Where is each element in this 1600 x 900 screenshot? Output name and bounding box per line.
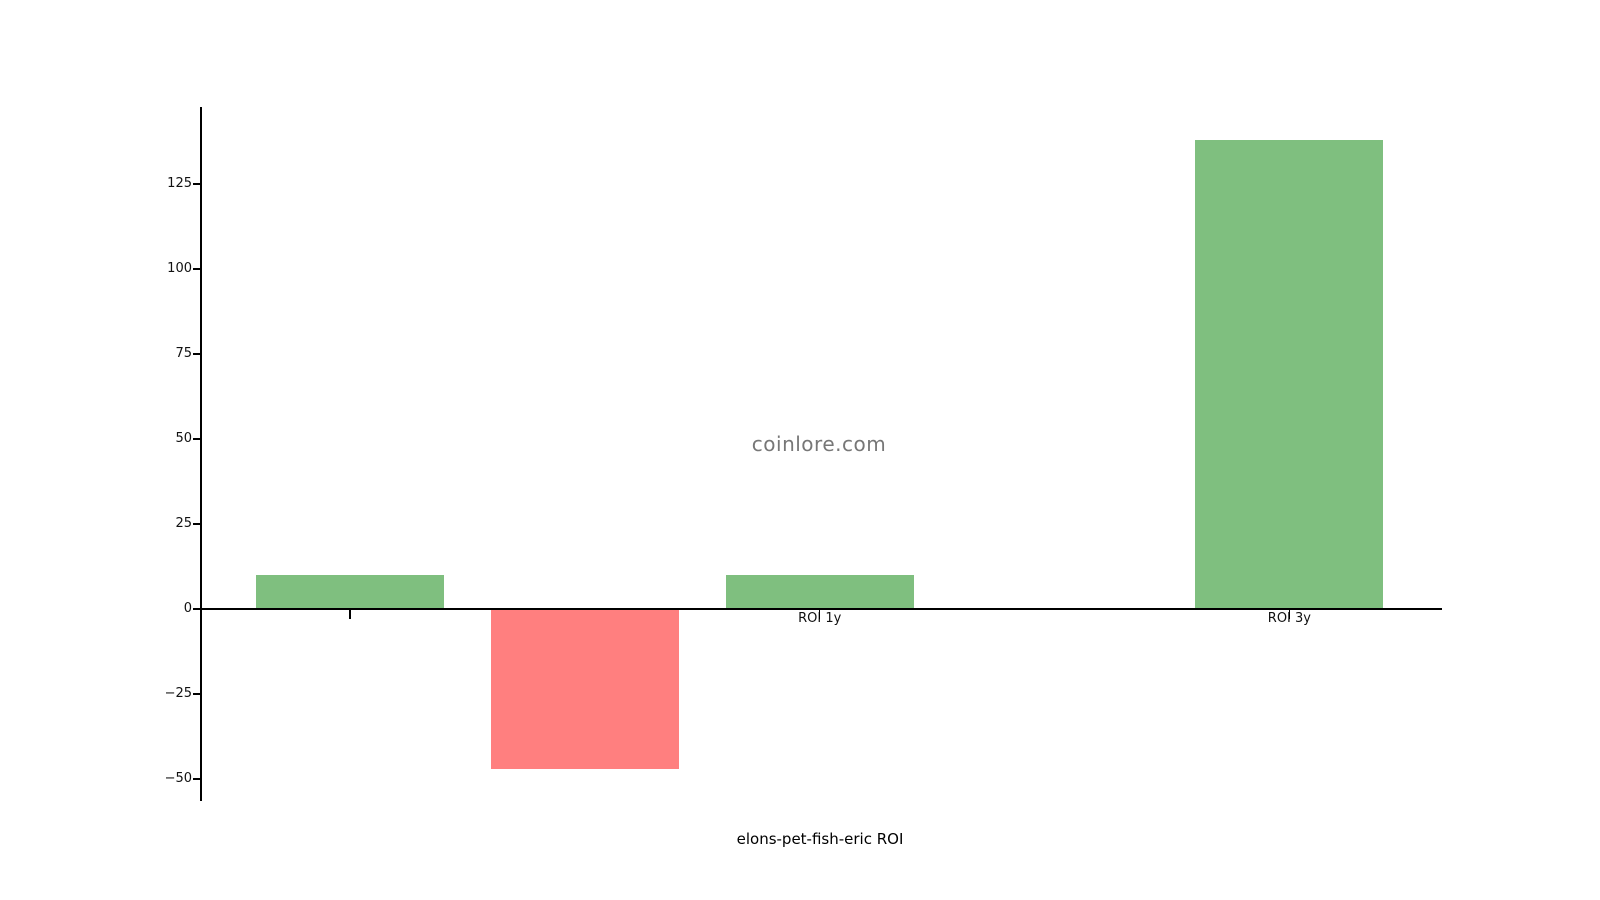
y-tick — [193, 523, 201, 525]
y-tick — [193, 268, 201, 270]
bar-roi-3y — [1195, 139, 1384, 609]
y-tick — [193, 183, 201, 185]
x-axis-line — [200, 608, 1442, 610]
y-tick — [193, 438, 201, 440]
y-tick — [193, 353, 201, 355]
y-tick-label: 50 — [175, 431, 192, 446]
y-tick-label: −50 — [164, 771, 192, 786]
bar-roi-1y — [725, 575, 914, 609]
y-tick-label: −25 — [164, 686, 192, 701]
y-tick-label: 75 — [175, 346, 192, 361]
y-tick-label: 0 — [183, 601, 192, 616]
y-tick-label: 25 — [175, 516, 192, 531]
y-tick — [193, 608, 201, 610]
bar-slot1 — [490, 609, 679, 769]
x-tick — [818, 609, 821, 619]
y-tick — [193, 778, 201, 780]
x-tick — [349, 609, 351, 619]
x-tick — [1288, 609, 1291, 619]
bar-slot0 — [256, 575, 444, 609]
y-tick-label: 100 — [167, 261, 192, 276]
watermark-text: coinlore.com — [751, 432, 887, 456]
y-tick-label: 125 — [167, 176, 192, 191]
x-axis-title: elons-pet-fish-eric ROI — [736, 830, 904, 848]
y-axis-line — [200, 107, 202, 801]
y-tick — [193, 693, 201, 695]
